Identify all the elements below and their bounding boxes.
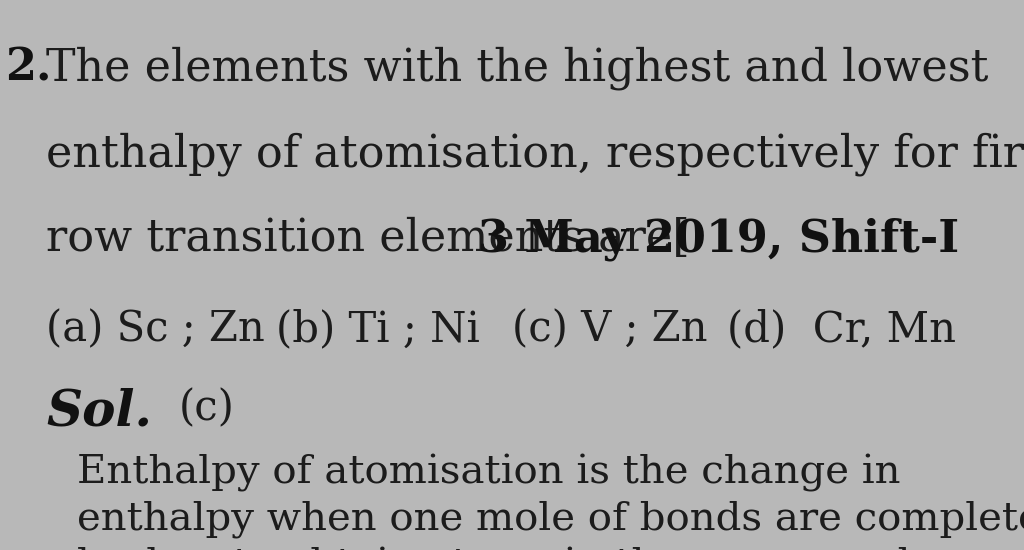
Text: (b) Ti ; Ni: (b) Ti ; Ni (276, 308, 480, 350)
Text: Sol.: Sol. (46, 388, 152, 437)
Text: 2.: 2. (5, 47, 51, 90)
Text: (d)  Cr, Mn: (d) Cr, Mn (727, 308, 956, 350)
Text: (c): (c) (179, 388, 236, 430)
Text: Enthalpy of atomisation is the change in: Enthalpy of atomisation is the change in (77, 454, 900, 492)
Text: broken to obtain atoms in the gaseous phase.: broken to obtain atoms in the gaseous ph… (77, 547, 1005, 550)
Text: enthalpy of atomisation, respectively for first: enthalpy of atomisation, respectively fo… (46, 132, 1024, 175)
Text: row transition elements are[: row transition elements are[ (46, 217, 690, 260)
Text: The elements with the highest and lowest: The elements with the highest and lowest (46, 47, 988, 90)
Text: (c) V ; Zn: (c) V ; Zn (512, 308, 708, 350)
Text: 3 May 2019, Shift-I: 3 May 2019, Shift-I (478, 217, 959, 261)
Text: enthalpy when one mole of bonds are complete: enthalpy when one mole of bonds are comp… (77, 500, 1024, 538)
Text: (a) Sc ; Zn: (a) Sc ; Zn (46, 308, 265, 350)
